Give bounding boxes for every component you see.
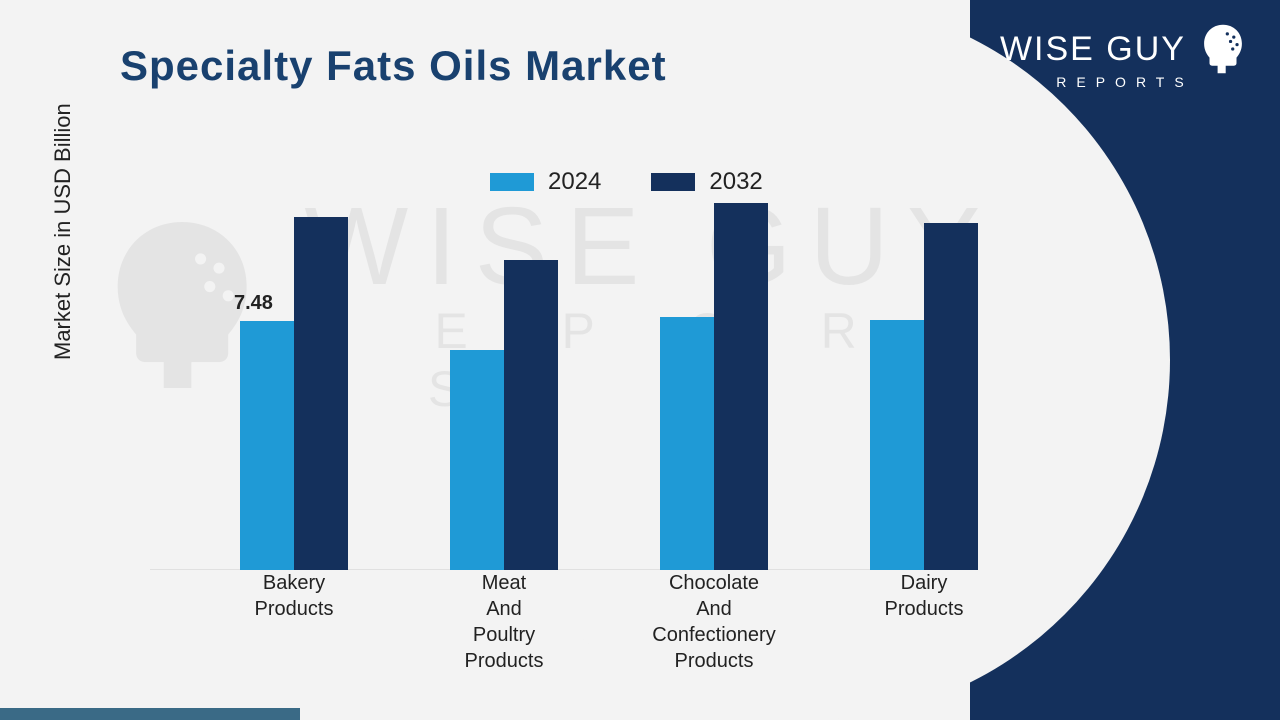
page: WISE GUY R E P O R T S Specialty Fats Oi… (0, 0, 1280, 720)
bar-series-b (924, 223, 978, 570)
brand-logo: WISE GUY REPORTS (1000, 22, 1250, 90)
bar-group (450, 260, 558, 570)
bar-series-a (240, 321, 294, 570)
bar-value-label: 7.48 (234, 292, 273, 315)
x-axis-category-label: ChocolateAndConfectioneryProducts (634, 570, 794, 674)
bar-series-a (870, 320, 924, 570)
logo-head-icon (1196, 22, 1250, 76)
x-axis-category-label: DairyProducts (844, 570, 1004, 622)
bar-group (870, 223, 978, 570)
bar-series-a (660, 317, 714, 570)
chart-title: Specialty Fats Oils Market (120, 42, 667, 90)
logo-text-bottom: REPORTS (1000, 74, 1250, 90)
bar-series-b (504, 260, 558, 570)
x-axis-category-label: MeatAndPoultryProducts (424, 570, 584, 674)
plot-area: 7.48 (150, 170, 970, 570)
bottom-accent-bar (0, 708, 300, 720)
bar-series-a (450, 350, 504, 570)
bar-series-b (294, 217, 348, 570)
x-axis-category-label: BakeryProducts (214, 570, 374, 622)
chart-area: Market Size in USD Billion 7.48 BakeryPr… (60, 160, 980, 700)
bar-series-b (714, 203, 768, 570)
y-axis-label: Market Size in USD Billion (50, 103, 76, 360)
logo-text-top: WISE GUY (1000, 30, 1186, 69)
bar-group: 7.48 (240, 217, 348, 570)
bar-group (660, 203, 768, 570)
